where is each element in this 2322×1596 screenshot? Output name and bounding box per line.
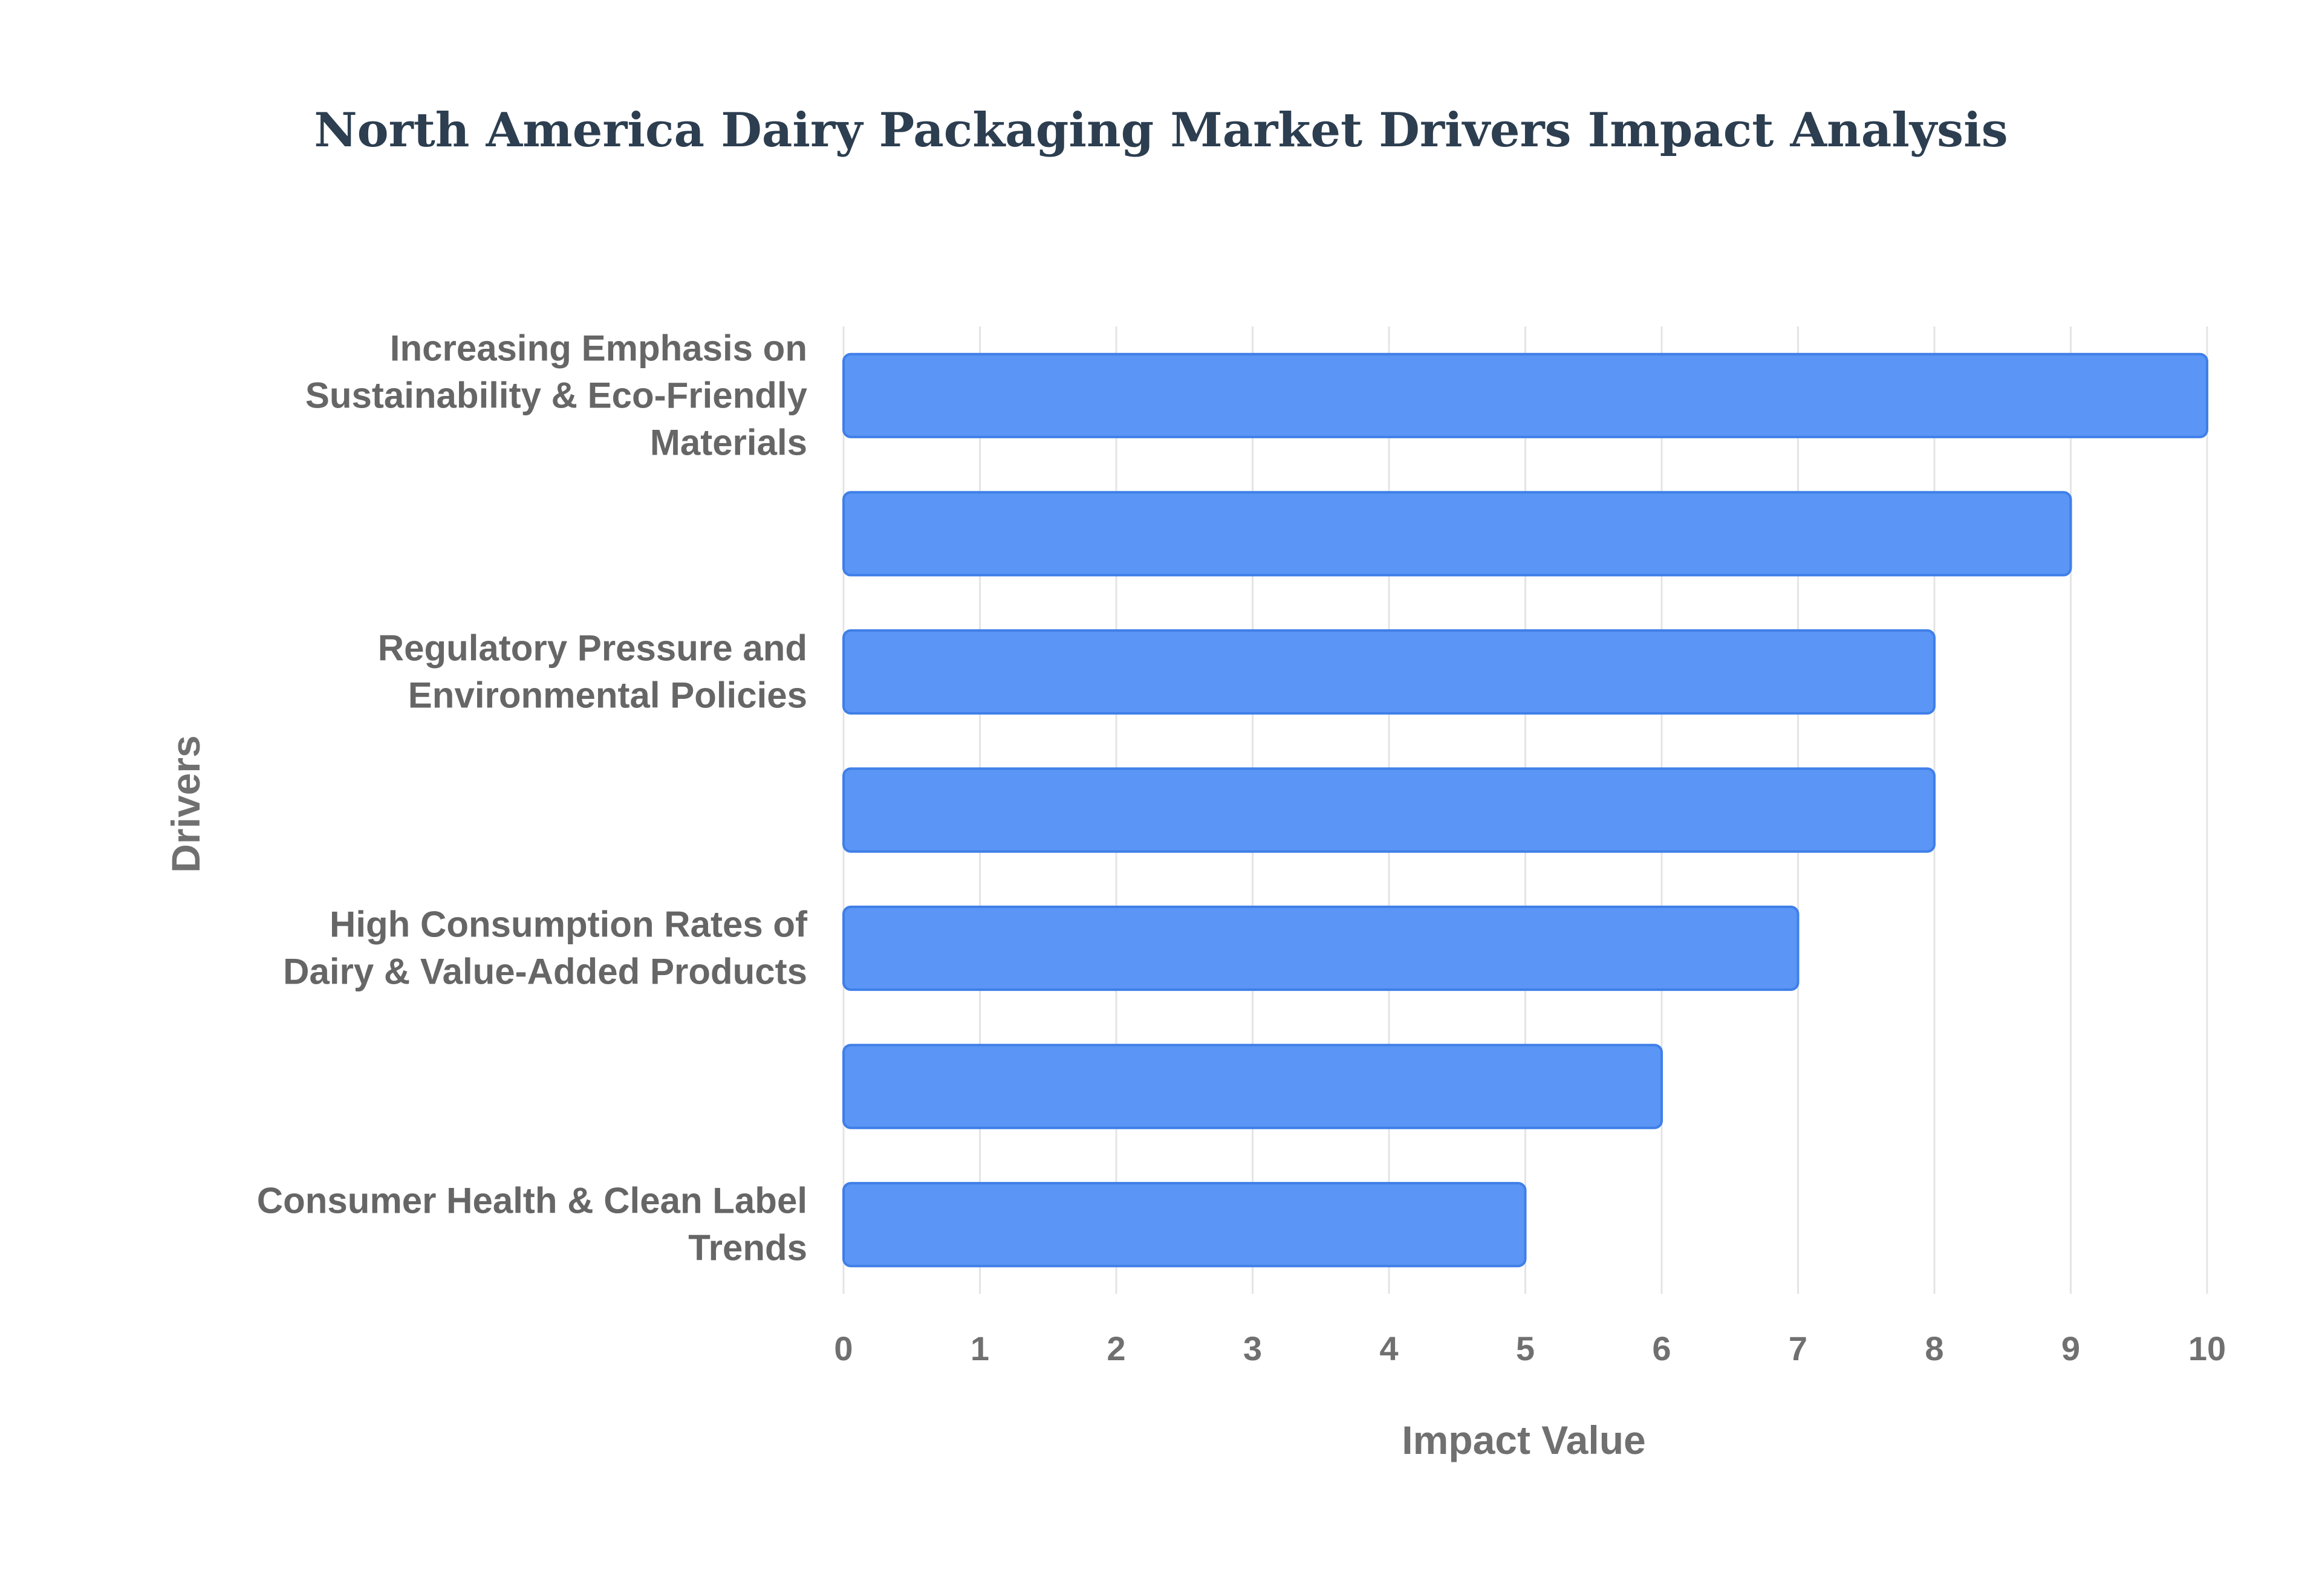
x-tick-label: 0 (834, 1329, 853, 1367)
category-label: Increasing Emphasis on Sustainability & E… (305, 328, 808, 462)
chart-title: North America Dairy Packaging Market Dri… (314, 103, 2008, 158)
bar (842, 491, 2072, 577)
bar (842, 1182, 1527, 1268)
category-label: Consumer Health & Clean Label Trends (257, 1181, 807, 1268)
x-tick-label: 7 (1789, 1329, 1807, 1367)
x-tick-label: 3 (1243, 1329, 1262, 1367)
x-tick-label: 1 (971, 1329, 989, 1367)
x-tick-label: 2 (1107, 1329, 1125, 1367)
x-tick-label: 10 (2188, 1329, 2226, 1367)
bar (842, 352, 2208, 438)
x-axis-title: Impact Value (1402, 1418, 1646, 1462)
category-labels: Increasing Emphasis on Sustainability & E… (257, 328, 808, 1268)
bar (842, 767, 1936, 853)
bar (842, 629, 1936, 715)
bar (842, 906, 1800, 991)
bars (842, 352, 2208, 1268)
x-tick-label: 5 (1516, 1329, 1535, 1367)
x-tick-labels: 0 1 2 3 4 5 6 7 8 9 10 (834, 1329, 2226, 1367)
y-axis-title: Drivers (163, 735, 208, 873)
category-label: High Consumption Rates of Dairy & Value-A… (283, 904, 808, 992)
x-tick-label: 8 (1925, 1329, 1943, 1367)
category-label: Regulatory Pressure and Environmental Pol… (378, 628, 807, 715)
x-tick-label: 9 (2061, 1329, 2080, 1367)
bar (842, 1043, 1663, 1129)
x-tick-label: 6 (1652, 1329, 1671, 1367)
x-tick-label: 4 (1379, 1329, 1398, 1367)
